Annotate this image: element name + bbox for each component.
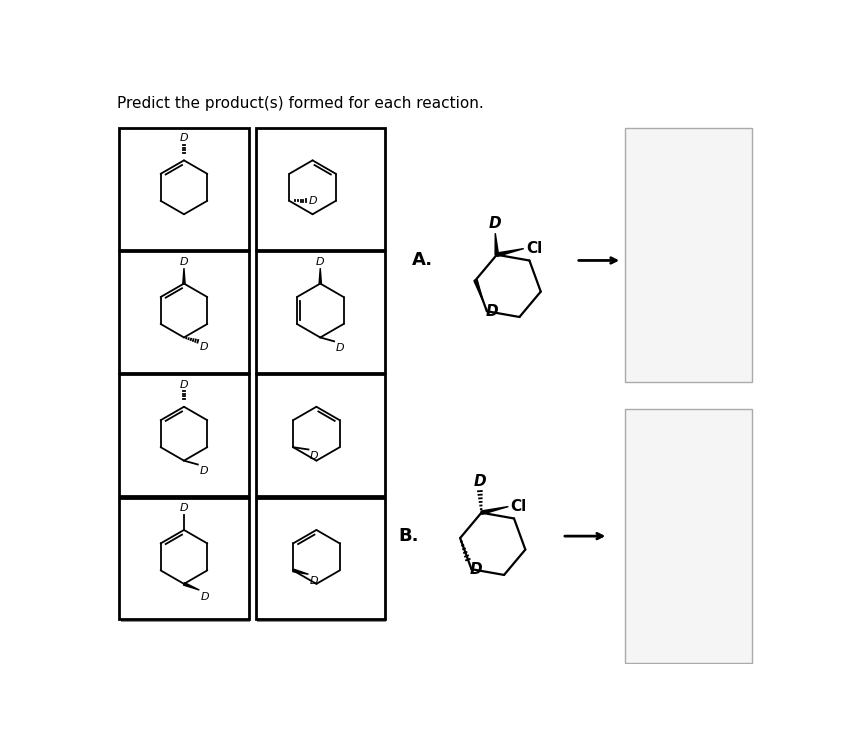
Text: D: D (180, 134, 188, 143)
Text: D: D (308, 195, 316, 206)
Text: B.: B. (398, 527, 419, 545)
Text: D: D (180, 380, 188, 390)
FancyBboxPatch shape (119, 128, 248, 250)
Text: D: D (201, 592, 209, 601)
Text: D: D (316, 257, 324, 266)
Text: Cl: Cl (526, 241, 542, 256)
Polygon shape (182, 268, 185, 283)
FancyBboxPatch shape (121, 254, 250, 375)
Text: D: D (489, 216, 501, 231)
Text: D: D (473, 474, 485, 489)
FancyBboxPatch shape (257, 254, 386, 375)
FancyBboxPatch shape (121, 500, 250, 621)
Polygon shape (495, 233, 498, 255)
Polygon shape (292, 569, 308, 574)
FancyBboxPatch shape (257, 500, 386, 621)
Text: D: D (310, 451, 318, 461)
FancyBboxPatch shape (255, 128, 385, 250)
FancyBboxPatch shape (257, 377, 386, 498)
FancyBboxPatch shape (625, 409, 751, 663)
Polygon shape (319, 268, 321, 283)
Polygon shape (480, 507, 508, 515)
FancyBboxPatch shape (255, 374, 385, 496)
Polygon shape (495, 248, 523, 257)
FancyBboxPatch shape (119, 498, 248, 619)
FancyBboxPatch shape (255, 251, 385, 373)
FancyBboxPatch shape (119, 374, 248, 496)
Text: D: D (199, 466, 208, 476)
Text: D: D (469, 562, 482, 577)
Polygon shape (473, 280, 483, 301)
Text: D: D (485, 304, 498, 319)
Text: A.: A. (411, 251, 432, 269)
Text: D: D (310, 576, 318, 586)
Text: Predict the product(s) formed for each reaction.: Predict the product(s) formed for each r… (116, 95, 483, 110)
FancyBboxPatch shape (255, 498, 385, 619)
FancyBboxPatch shape (119, 251, 248, 373)
Polygon shape (183, 583, 199, 590)
Text: D: D (335, 343, 344, 353)
Text: D: D (180, 257, 188, 266)
Text: D: D (180, 503, 188, 513)
FancyBboxPatch shape (121, 131, 250, 252)
FancyBboxPatch shape (625, 128, 751, 382)
Text: Cl: Cl (510, 499, 527, 514)
Text: D: D (200, 342, 208, 352)
FancyBboxPatch shape (121, 377, 250, 498)
FancyBboxPatch shape (257, 131, 386, 252)
